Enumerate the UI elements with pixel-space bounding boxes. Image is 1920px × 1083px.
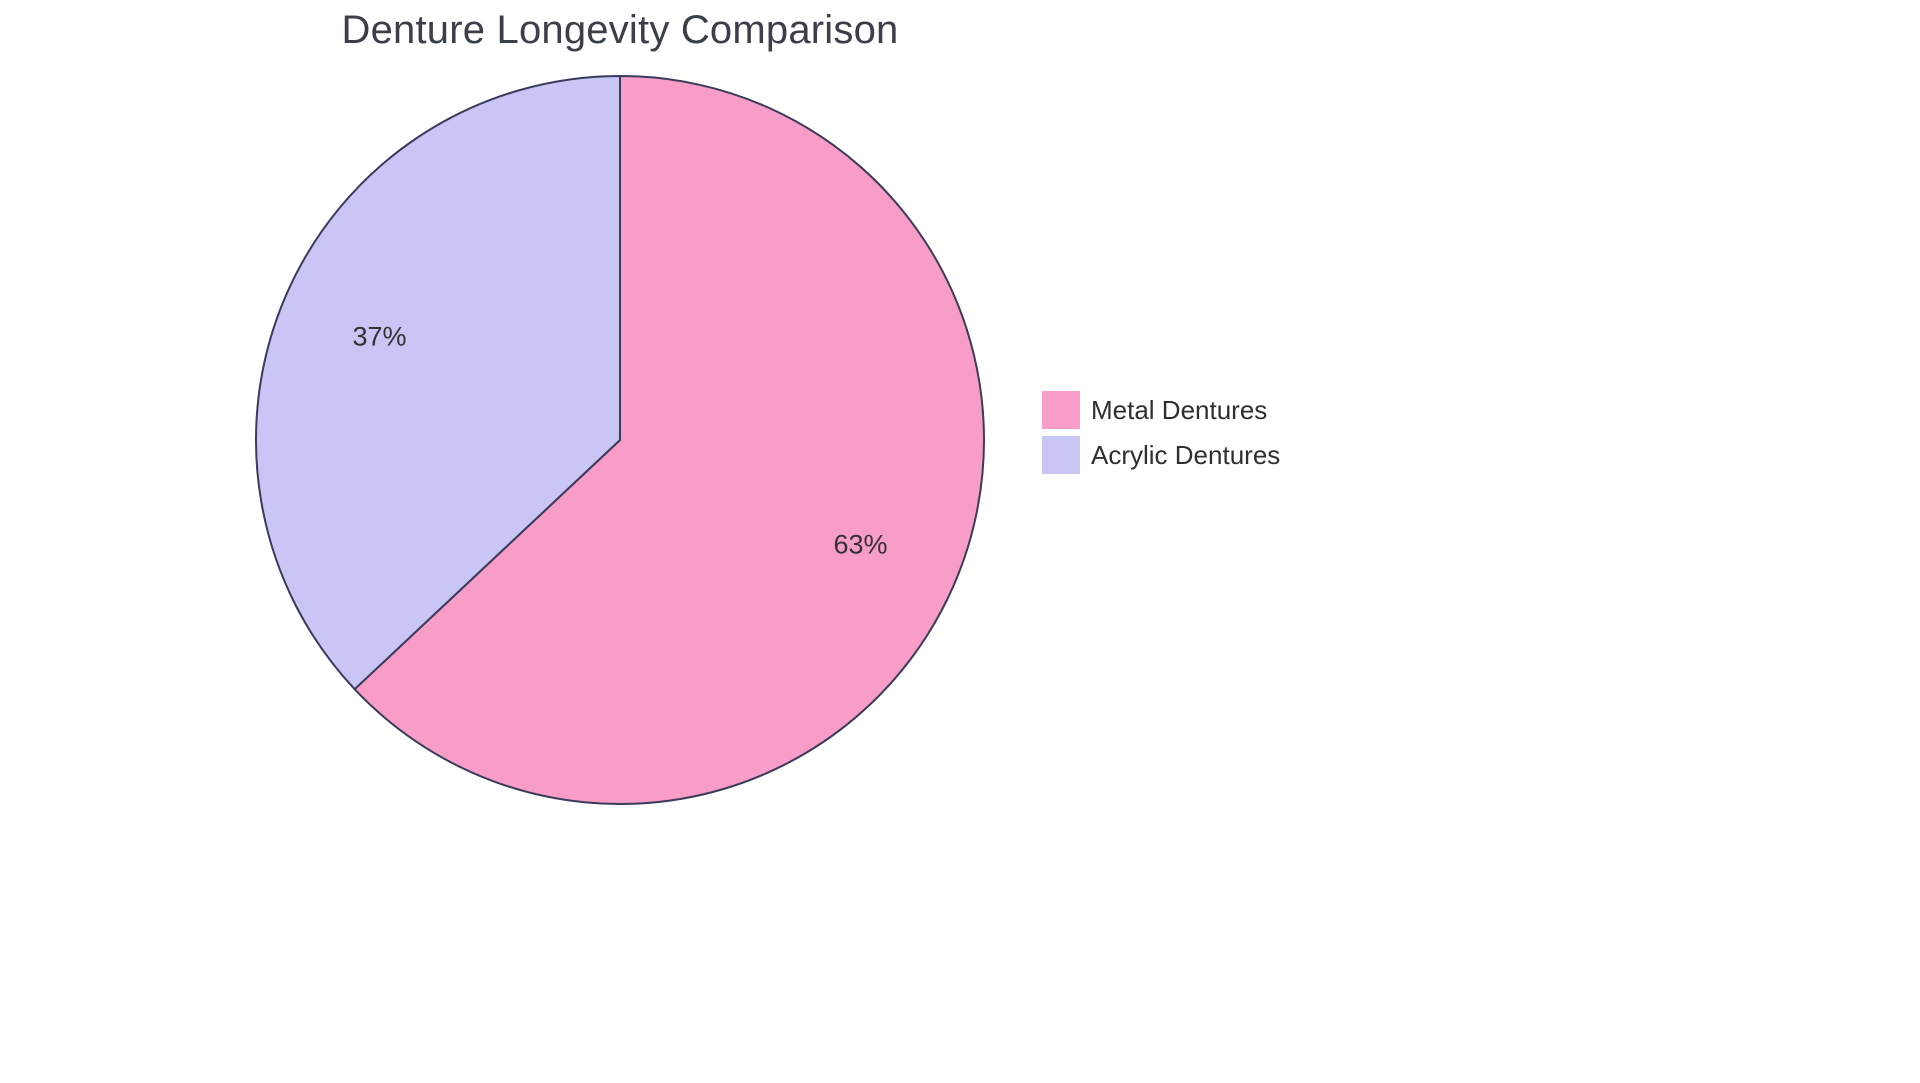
legend-label: Metal Dentures xyxy=(1091,394,1268,425)
legend-swatch-metal-dentures xyxy=(1042,391,1080,429)
legend: Metal Dentures Acrylic Dentures xyxy=(1042,391,1280,474)
slice-value-label-acrylic-dentures: 37% xyxy=(352,321,406,351)
legend-item-metal-dentures[interactable]: Metal Dentures xyxy=(1042,391,1280,429)
legend-item-acrylic-dentures[interactable]: Acrylic Dentures xyxy=(1042,436,1280,474)
chart-title: Denture Longevity Comparison xyxy=(341,8,899,52)
legend-swatch-acrylic-dentures xyxy=(1042,436,1080,474)
legend-label: Acrylic Dentures xyxy=(1091,439,1281,470)
slice-value-label-metal-dentures: 63% xyxy=(833,530,887,560)
pie-slice-acrylic-dentures xyxy=(255,75,621,691)
pie-slice-metal-dentures xyxy=(353,75,985,805)
